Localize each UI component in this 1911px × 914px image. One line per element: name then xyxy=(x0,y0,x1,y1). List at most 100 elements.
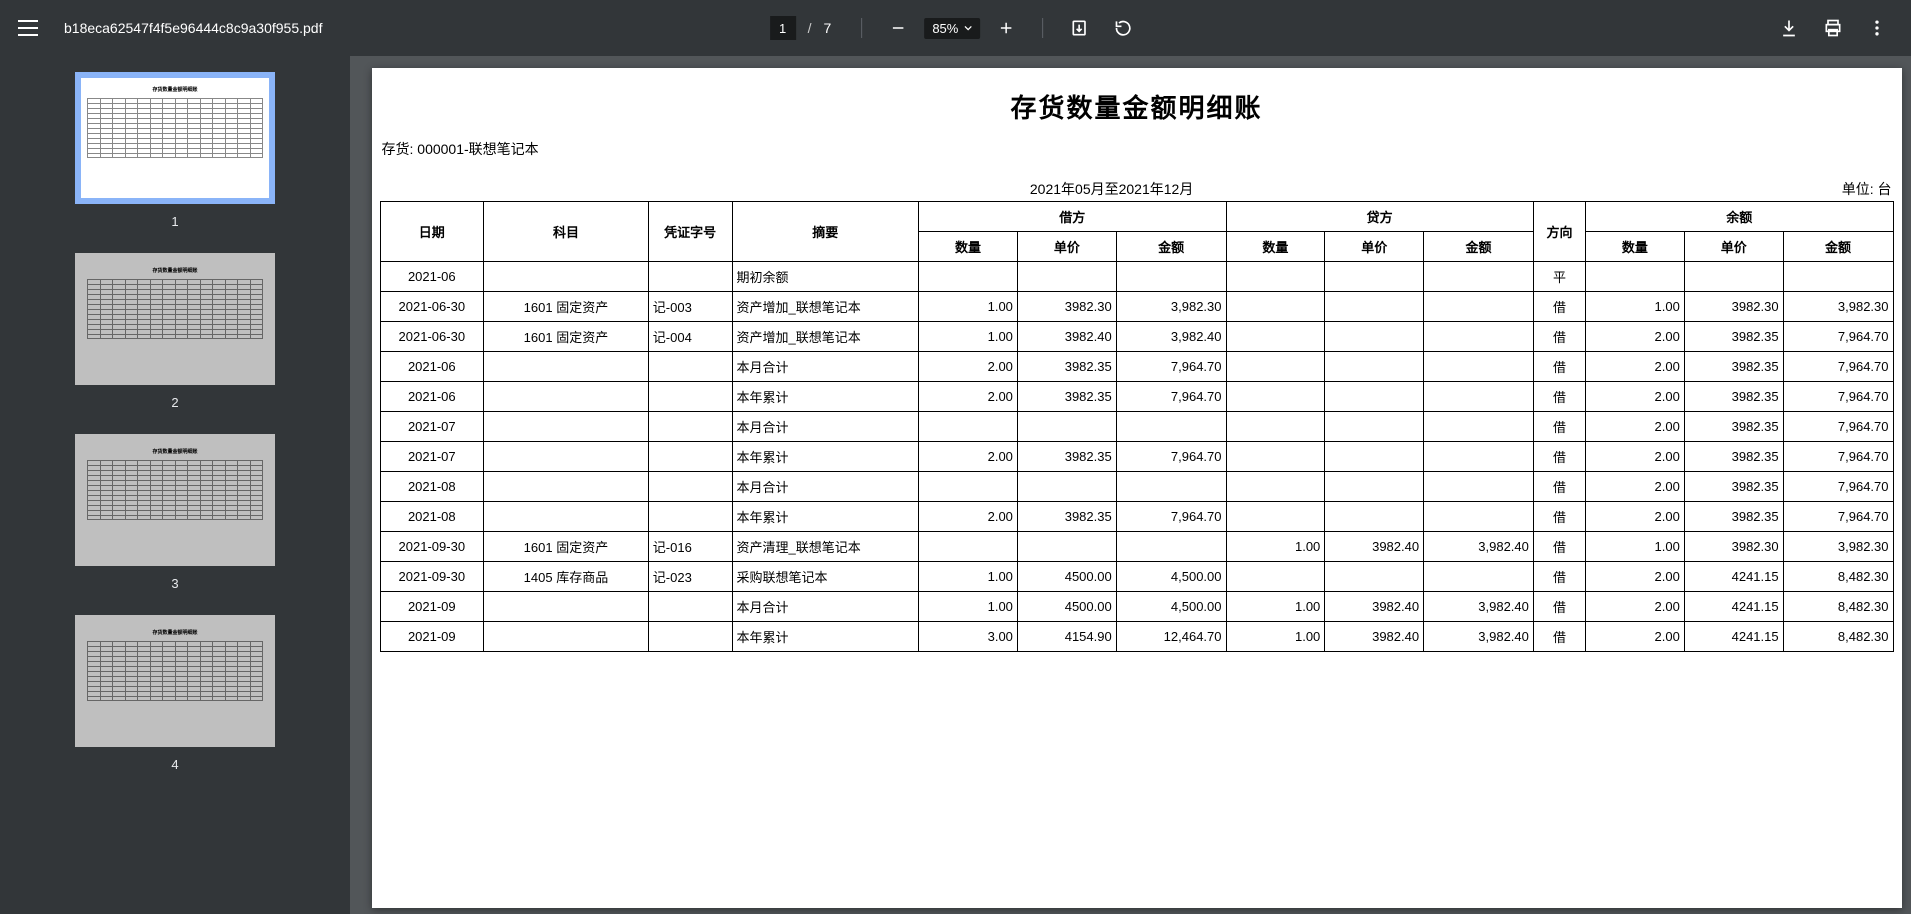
table-cell: 采购联想笔记本 xyxy=(732,562,919,592)
table-cell: 2021-09-30 xyxy=(380,562,484,592)
table-cell xyxy=(1226,472,1325,502)
table-cell xyxy=(1226,352,1325,382)
th-desc: 摘要 xyxy=(732,202,919,262)
table-cell: 3.00 xyxy=(919,622,1018,652)
table-cell: 借 xyxy=(1533,562,1585,592)
rotate-button[interactable] xyxy=(1105,10,1141,46)
th-balance-price: 单价 xyxy=(1684,232,1783,262)
table-row: 2021-06本月合计2.003982.357,964.70借2.003982.… xyxy=(380,352,1893,382)
table-cell xyxy=(1783,262,1893,292)
thumbnail-sidebar[interactable]: 存货数量金额明细账1存货数量金额明细账2存货数量金额明细账3存货数量金额明细账4 xyxy=(0,56,350,914)
table-cell: 2021-08 xyxy=(380,472,484,502)
table-cell: 2.00 xyxy=(1586,472,1685,502)
thumbnail-preview[interactable]: 存货数量金额明细账 xyxy=(75,434,275,566)
th-debit-amount: 金额 xyxy=(1116,232,1226,262)
table-cell xyxy=(648,622,732,652)
table-cell: 1.00 xyxy=(1226,622,1325,652)
table-cell xyxy=(1116,412,1226,442)
table-cell: 借 xyxy=(1533,472,1585,502)
table-cell xyxy=(1424,562,1534,592)
table-cell: 7,964.70 xyxy=(1783,412,1893,442)
table-cell xyxy=(648,262,732,292)
page-separator: / xyxy=(808,20,812,36)
thumbnail-preview[interactable]: 存货数量金额明细账 xyxy=(75,72,275,204)
thumbnail-preview[interactable]: 存货数量金额明细账 xyxy=(75,615,275,747)
table-cell xyxy=(1017,532,1116,562)
table-cell: 2021-06 xyxy=(380,382,484,412)
table-cell xyxy=(1325,292,1424,322)
table-cell: 3,982.30 xyxy=(1783,292,1893,322)
zoom-level-select[interactable]: 85% xyxy=(924,18,980,39)
table-cell xyxy=(1116,262,1226,292)
table-cell: 本年累计 xyxy=(732,442,919,472)
table-cell: 借 xyxy=(1533,442,1585,472)
table-cell: 借 xyxy=(1533,502,1585,532)
unit-value: 台 xyxy=(1878,181,1892,197)
thumbnail-number: 2 xyxy=(171,395,178,410)
inventory-label: 存货: xyxy=(382,141,414,157)
table-row: 2021-06本年累计2.003982.357,964.70借2.003982.… xyxy=(380,382,1893,412)
table-cell: 2.00 xyxy=(1586,562,1685,592)
table-cell xyxy=(648,412,732,442)
thumb-mini-grid xyxy=(87,460,263,520)
table-cell: 4500.00 xyxy=(1017,562,1116,592)
thumb-mini-title: 存货数量金额明细账 xyxy=(152,448,197,455)
table-cell: 2.00 xyxy=(1586,502,1685,532)
table-cell: 3982.35 xyxy=(1017,442,1116,472)
table-cell: 3982.35 xyxy=(1684,382,1783,412)
th-credit-qty: 数量 xyxy=(1226,232,1325,262)
zoom-out-button[interactable] xyxy=(880,10,916,46)
thumbnail-item[interactable]: 存货数量金额明细账1 xyxy=(0,72,350,229)
pdf-page: 存货数量金额明细账 存货: 000001-联想笔记本 2021年05月至2021… xyxy=(372,68,1902,908)
table-cell: 借 xyxy=(1533,382,1585,412)
table-cell: 3982.40 xyxy=(1325,592,1424,622)
thumbnail-item[interactable]: 存货数量金额明细账3 xyxy=(0,434,350,591)
zoom-in-button[interactable] xyxy=(988,10,1024,46)
table-row: 2021-06-301601 固定资产记-004资产增加_联想笔记本1.0039… xyxy=(380,322,1893,352)
toolbar-divider xyxy=(861,18,862,38)
table-cell: 3982.35 xyxy=(1017,382,1116,412)
thumbnail-preview[interactable]: 存货数量金额明细账 xyxy=(75,253,275,385)
table-row: 2021-06-301601 固定资产记-003资产增加_联想笔记本1.0039… xyxy=(380,292,1893,322)
table-cell xyxy=(1325,472,1424,502)
document-viewer[interactable]: 存货数量金额明细账 存货: 000001-联想笔记本 2021年05月至2021… xyxy=(350,56,1911,914)
table-cell: 3982.40 xyxy=(1325,532,1424,562)
download-button[interactable] xyxy=(1771,10,1807,46)
table-cell: 资产增加_联想笔记本 xyxy=(732,292,919,322)
table-cell: 1.00 xyxy=(919,592,1018,622)
page-total: 7 xyxy=(824,20,832,36)
table-cell: 2.00 xyxy=(919,502,1018,532)
chevron-down-icon xyxy=(964,24,972,32)
th-credit-amount: 金额 xyxy=(1424,232,1534,262)
inventory-value: 000001-联想笔记本 xyxy=(417,141,538,157)
table-row: 2021-09本年累计3.004154.9012,464.701.003982.… xyxy=(380,622,1893,652)
table-cell: 3,982.30 xyxy=(1783,532,1893,562)
table-cell xyxy=(1586,262,1685,292)
page-number-input[interactable] xyxy=(770,16,796,40)
table-cell xyxy=(1226,412,1325,442)
print-button[interactable] xyxy=(1815,10,1851,46)
table-cell xyxy=(919,262,1018,292)
thumb-mini-title: 存货数量金额明细账 xyxy=(152,267,197,274)
table-cell: 7,964.70 xyxy=(1783,322,1893,352)
table-cell: 3982.35 xyxy=(1684,322,1783,352)
table-cell: 1.00 xyxy=(1586,292,1685,322)
table-cell: 12,464.70 xyxy=(1116,622,1226,652)
table-cell xyxy=(1325,352,1424,382)
table-cell: 借 xyxy=(1533,622,1585,652)
document-meta-2: 2021年05月至2021年12月 单位: 台 xyxy=(380,161,1894,199)
more-button[interactable] xyxy=(1859,10,1895,46)
menu-icon[interactable] xyxy=(16,16,40,40)
table-cell: 2021-06 xyxy=(380,262,484,292)
table-cell: 1601 固定资产 xyxy=(484,532,649,562)
th-direction: 方向 xyxy=(1533,202,1585,262)
unit-info: 单位: 台 xyxy=(1842,179,1892,199)
fit-page-button[interactable] xyxy=(1061,10,1097,46)
toolbar-right xyxy=(1771,10,1895,46)
thumbnail-item[interactable]: 存货数量金额明细账 2 xyxy=(0,253,350,410)
thumb-mini-grid xyxy=(87,98,263,158)
table-cell: 4241.15 xyxy=(1684,622,1783,652)
table-cell: 1405 库存商品 xyxy=(484,562,649,592)
thumbnail-item[interactable]: 存货数量金额明细账4 xyxy=(0,615,350,772)
table-cell xyxy=(1424,322,1534,352)
